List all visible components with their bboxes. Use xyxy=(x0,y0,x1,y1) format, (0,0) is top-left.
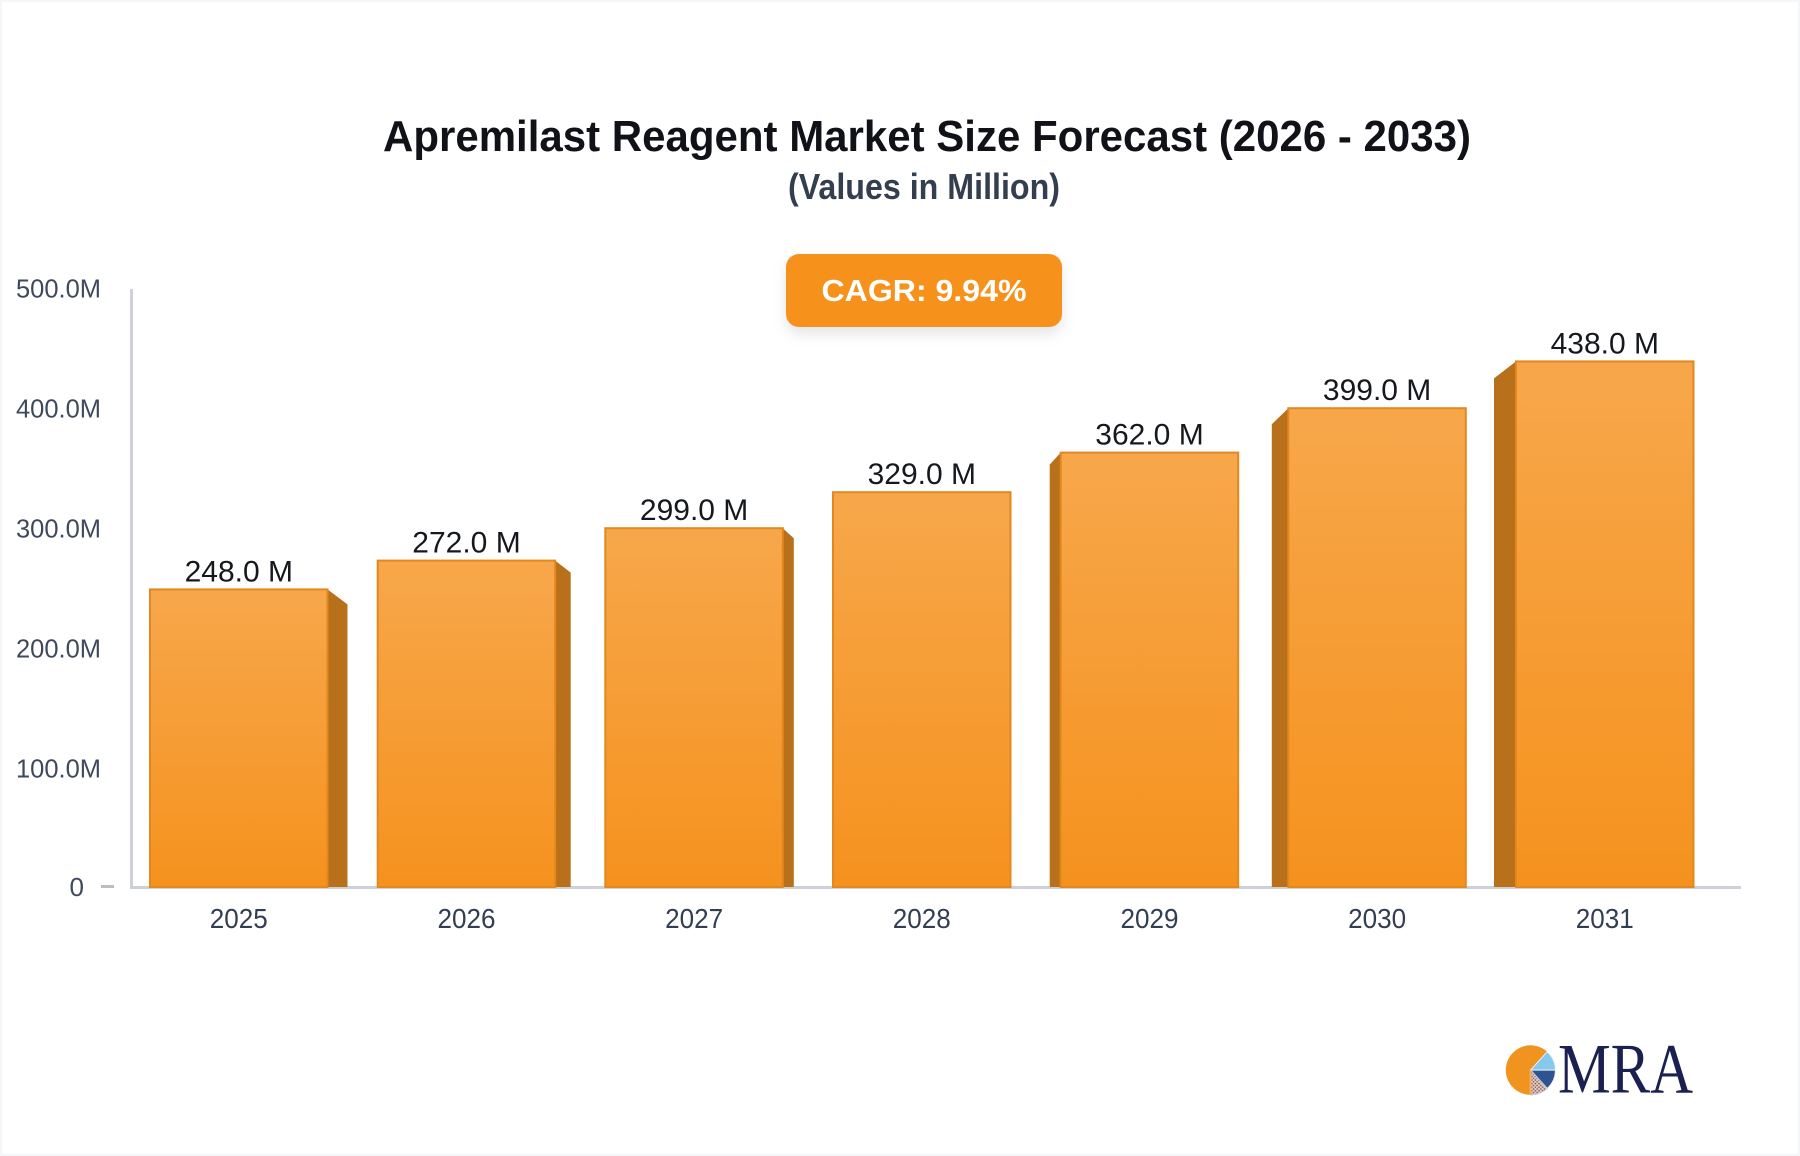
svg-text:Apremilast Reagent Market Size: Apremilast Reagent Market Size Forecast … xyxy=(383,112,1471,161)
svg-text:329.0 M: 329.0 M xyxy=(868,458,976,491)
svg-text:(Values in Million): (Values in Million) xyxy=(788,166,1060,207)
svg-text:2027: 2027 xyxy=(665,903,723,934)
svg-text:0: 0 xyxy=(70,872,84,902)
svg-text:300.0M: 300.0M xyxy=(16,513,101,543)
svg-text:MRA: MRA xyxy=(1558,1030,1693,1108)
svg-text:200.0M: 200.0M xyxy=(16,634,101,664)
svg-text:2026: 2026 xyxy=(438,903,496,934)
svg-text:362.0 M: 362.0 M xyxy=(1095,419,1203,452)
svg-text:400.0M: 400.0M xyxy=(16,393,101,423)
svg-text:399.0 M: 399.0 M xyxy=(1323,374,1431,407)
svg-text:248.0 M: 248.0 M xyxy=(185,555,293,588)
svg-text:438.0 M: 438.0 M xyxy=(1551,327,1659,360)
svg-text:2030: 2030 xyxy=(1348,903,1406,934)
svg-text:2029: 2029 xyxy=(1121,903,1179,934)
svg-text:299.0 M: 299.0 M xyxy=(640,494,748,527)
svg-text:272.0 M: 272.0 M xyxy=(412,527,520,560)
svg-text:2028: 2028 xyxy=(893,903,951,934)
svg-text:2025: 2025 xyxy=(210,903,268,934)
svg-text:500.0M: 500.0M xyxy=(16,274,101,304)
svg-text:CAGR: 9.94%: CAGR: 9.94% xyxy=(822,273,1027,308)
svg-text:100.0M: 100.0M xyxy=(16,754,101,784)
svg-text:2031: 2031 xyxy=(1576,903,1634,934)
